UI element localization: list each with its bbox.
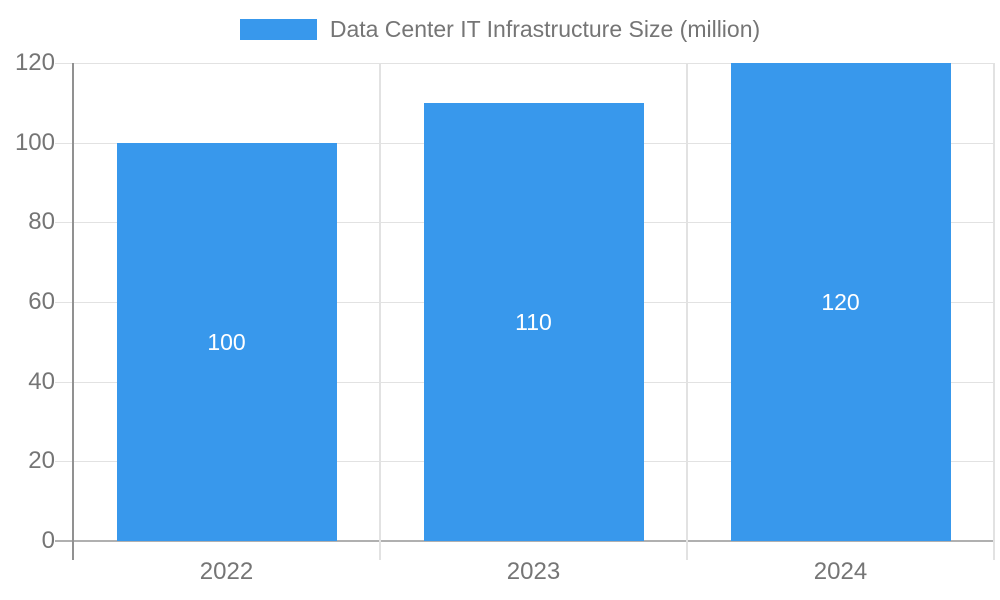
bar-2024[interactable] bbox=[730, 63, 951, 541]
y-axis-tick-label: 60 bbox=[28, 288, 55, 315]
chart-legend: Data Center IT Infrastructure Size (mill… bbox=[0, 14, 1000, 44]
x-axis-label: 2023 bbox=[506, 558, 561, 585]
y-axis-tick-label: 100 bbox=[14, 128, 55, 156]
legend-swatch bbox=[239, 18, 317, 40]
y-axis-tick-label: 0 bbox=[41, 527, 55, 554]
y-axis-tick-label: 120 bbox=[14, 49, 55, 76]
bar-value-label: 110 bbox=[515, 308, 552, 335]
bar-2022[interactable] bbox=[116, 142, 337, 541]
bar-value-label: 120 bbox=[821, 289, 860, 315]
x-axis-label: 2022 bbox=[199, 558, 254, 585]
gridline bbox=[55, 63, 994, 64]
x-axis-baseline bbox=[55, 540, 994, 542]
vertical-gridline bbox=[993, 63, 995, 560]
x-axis-label: 2024 bbox=[813, 558, 868, 585]
legend-label: Data Center IT Infrastructure Size (mill… bbox=[329, 16, 761, 42]
vertical-gridline bbox=[379, 63, 381, 560]
y-axis-line bbox=[72, 63, 74, 560]
bar-value-label: 100 bbox=[207, 328, 246, 355]
y-axis-tick-label: 40 bbox=[28, 367, 55, 395]
bar-2023[interactable] bbox=[423, 102, 644, 541]
y-axis-tick-label: 80 bbox=[28, 208, 55, 236]
y-axis-tick-label: 20 bbox=[28, 447, 55, 475]
vertical-gridline bbox=[686, 63, 688, 560]
